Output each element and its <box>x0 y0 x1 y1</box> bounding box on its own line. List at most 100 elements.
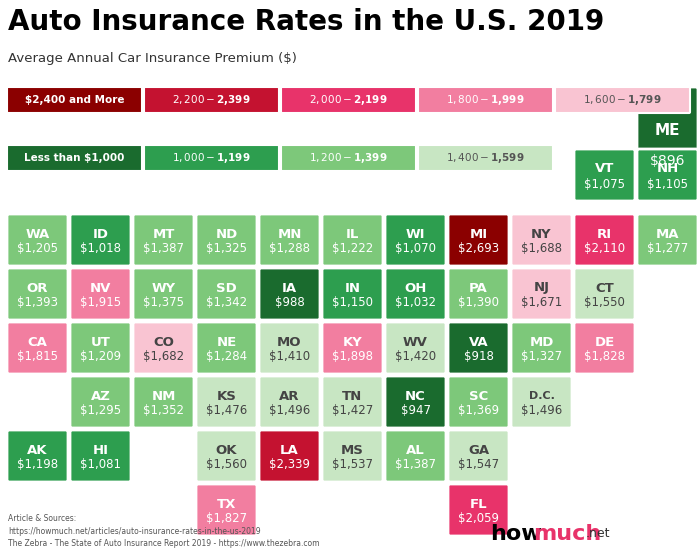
Text: $1,375: $1,375 <box>143 296 184 310</box>
Text: $1,369: $1,369 <box>458 405 499 418</box>
Text: AL: AL <box>406 444 425 456</box>
FancyBboxPatch shape <box>385 322 446 374</box>
FancyBboxPatch shape <box>322 376 383 428</box>
Text: RI: RI <box>597 227 612 241</box>
FancyBboxPatch shape <box>7 430 68 482</box>
Text: $1,150: $1,150 <box>332 296 373 310</box>
Text: $2,000 - $2,199: $2,000 - $2,199 <box>309 93 388 107</box>
Text: $1,209: $1,209 <box>80 350 121 364</box>
FancyBboxPatch shape <box>144 87 279 113</box>
FancyBboxPatch shape <box>70 214 131 266</box>
FancyBboxPatch shape <box>133 322 194 374</box>
Text: $2,059: $2,059 <box>458 513 499 525</box>
Text: MO: MO <box>277 335 302 349</box>
Text: $988: $988 <box>274 296 304 310</box>
FancyBboxPatch shape <box>385 268 446 320</box>
FancyBboxPatch shape <box>511 214 572 266</box>
Text: SC: SC <box>469 390 488 403</box>
Text: $918: $918 <box>463 350 494 364</box>
Text: KS: KS <box>216 390 237 403</box>
Text: $1,387: $1,387 <box>143 242 184 256</box>
Text: $1,342: $1,342 <box>206 296 247 310</box>
Text: $1,476: $1,476 <box>206 405 247 418</box>
FancyBboxPatch shape <box>418 87 553 113</box>
FancyBboxPatch shape <box>196 484 257 536</box>
Text: $1,427: $1,427 <box>332 405 373 418</box>
FancyBboxPatch shape <box>385 430 446 482</box>
Text: MS: MS <box>341 444 364 456</box>
Text: $2,339: $2,339 <box>269 459 310 471</box>
FancyBboxPatch shape <box>448 376 509 428</box>
FancyBboxPatch shape <box>511 268 572 320</box>
FancyBboxPatch shape <box>448 484 509 536</box>
FancyBboxPatch shape <box>637 87 698 201</box>
Text: OH: OH <box>405 281 427 295</box>
FancyBboxPatch shape <box>448 322 509 374</box>
FancyBboxPatch shape <box>259 322 320 374</box>
Text: $1,827: $1,827 <box>206 513 247 525</box>
FancyBboxPatch shape <box>70 376 131 428</box>
Text: $1,915: $1,915 <box>80 296 121 310</box>
Text: $1,600 - $1,799: $1,600 - $1,799 <box>583 93 662 107</box>
Text: HI: HI <box>92 444 108 456</box>
Text: ID: ID <box>92 227 108 241</box>
Text: NJ: NJ <box>533 281 550 295</box>
FancyBboxPatch shape <box>196 430 257 482</box>
Text: $1,496: $1,496 <box>269 405 310 418</box>
Text: NY: NY <box>531 227 552 241</box>
Text: $1,327: $1,327 <box>521 350 562 364</box>
Text: IA: IA <box>282 281 297 295</box>
Text: $1,205: $1,205 <box>17 242 58 256</box>
Text: $1,000 - $1,199: $1,000 - $1,199 <box>172 151 251 165</box>
Text: $1,198: $1,198 <box>17 459 58 471</box>
Text: D.C.: D.C. <box>528 391 554 401</box>
Text: CO: CO <box>153 335 174 349</box>
FancyBboxPatch shape <box>281 87 416 113</box>
FancyBboxPatch shape <box>574 322 635 374</box>
Text: WI: WI <box>406 227 426 241</box>
Text: $1,898: $1,898 <box>332 350 373 364</box>
Text: NV: NV <box>90 281 111 295</box>
Text: KY: KY <box>342 335 363 349</box>
Text: $1,400 - $1,599: $1,400 - $1,599 <box>446 151 525 165</box>
Text: CA: CA <box>27 335 48 349</box>
Text: $2,200 - $2,399: $2,200 - $2,399 <box>172 93 251 107</box>
FancyBboxPatch shape <box>574 214 635 266</box>
FancyBboxPatch shape <box>133 376 194 428</box>
Text: OR: OR <box>27 281 48 295</box>
Text: $1,070: $1,070 <box>395 242 436 256</box>
Text: WA: WA <box>25 227 50 241</box>
Text: AK: AK <box>27 444 48 456</box>
Text: $1,200 - $1,399: $1,200 - $1,399 <box>309 151 388 165</box>
Text: GA: GA <box>468 444 489 456</box>
Text: $1,682: $1,682 <box>143 350 184 364</box>
FancyBboxPatch shape <box>70 322 131 374</box>
Text: $1,496: $1,496 <box>521 405 562 418</box>
FancyBboxPatch shape <box>448 214 509 266</box>
FancyBboxPatch shape <box>448 430 509 482</box>
Text: PA: PA <box>469 281 488 295</box>
FancyBboxPatch shape <box>70 268 131 320</box>
FancyBboxPatch shape <box>574 149 635 201</box>
Text: VA: VA <box>469 335 489 349</box>
Text: $1,560: $1,560 <box>206 459 247 471</box>
Text: much: much <box>533 524 601 544</box>
Text: LA: LA <box>280 444 299 456</box>
Text: $1,550: $1,550 <box>584 296 625 310</box>
Text: how: how <box>490 524 542 544</box>
Text: $1,800 - $1,999: $1,800 - $1,999 <box>446 93 525 107</box>
Text: $1,547: $1,547 <box>458 459 499 471</box>
FancyBboxPatch shape <box>196 322 257 374</box>
Text: $2,110: $2,110 <box>584 242 625 256</box>
Text: $947: $947 <box>400 405 430 418</box>
Text: NE: NE <box>216 335 237 349</box>
FancyBboxPatch shape <box>322 268 383 320</box>
Text: TX: TX <box>217 498 236 510</box>
Text: $1,410: $1,410 <box>269 350 310 364</box>
Text: $1,390: $1,390 <box>458 296 499 310</box>
Text: MN: MN <box>277 227 302 241</box>
Text: MT: MT <box>153 227 175 241</box>
Text: $1,387: $1,387 <box>395 459 436 471</box>
Text: $1,420: $1,420 <box>395 350 436 364</box>
FancyBboxPatch shape <box>7 214 68 266</box>
